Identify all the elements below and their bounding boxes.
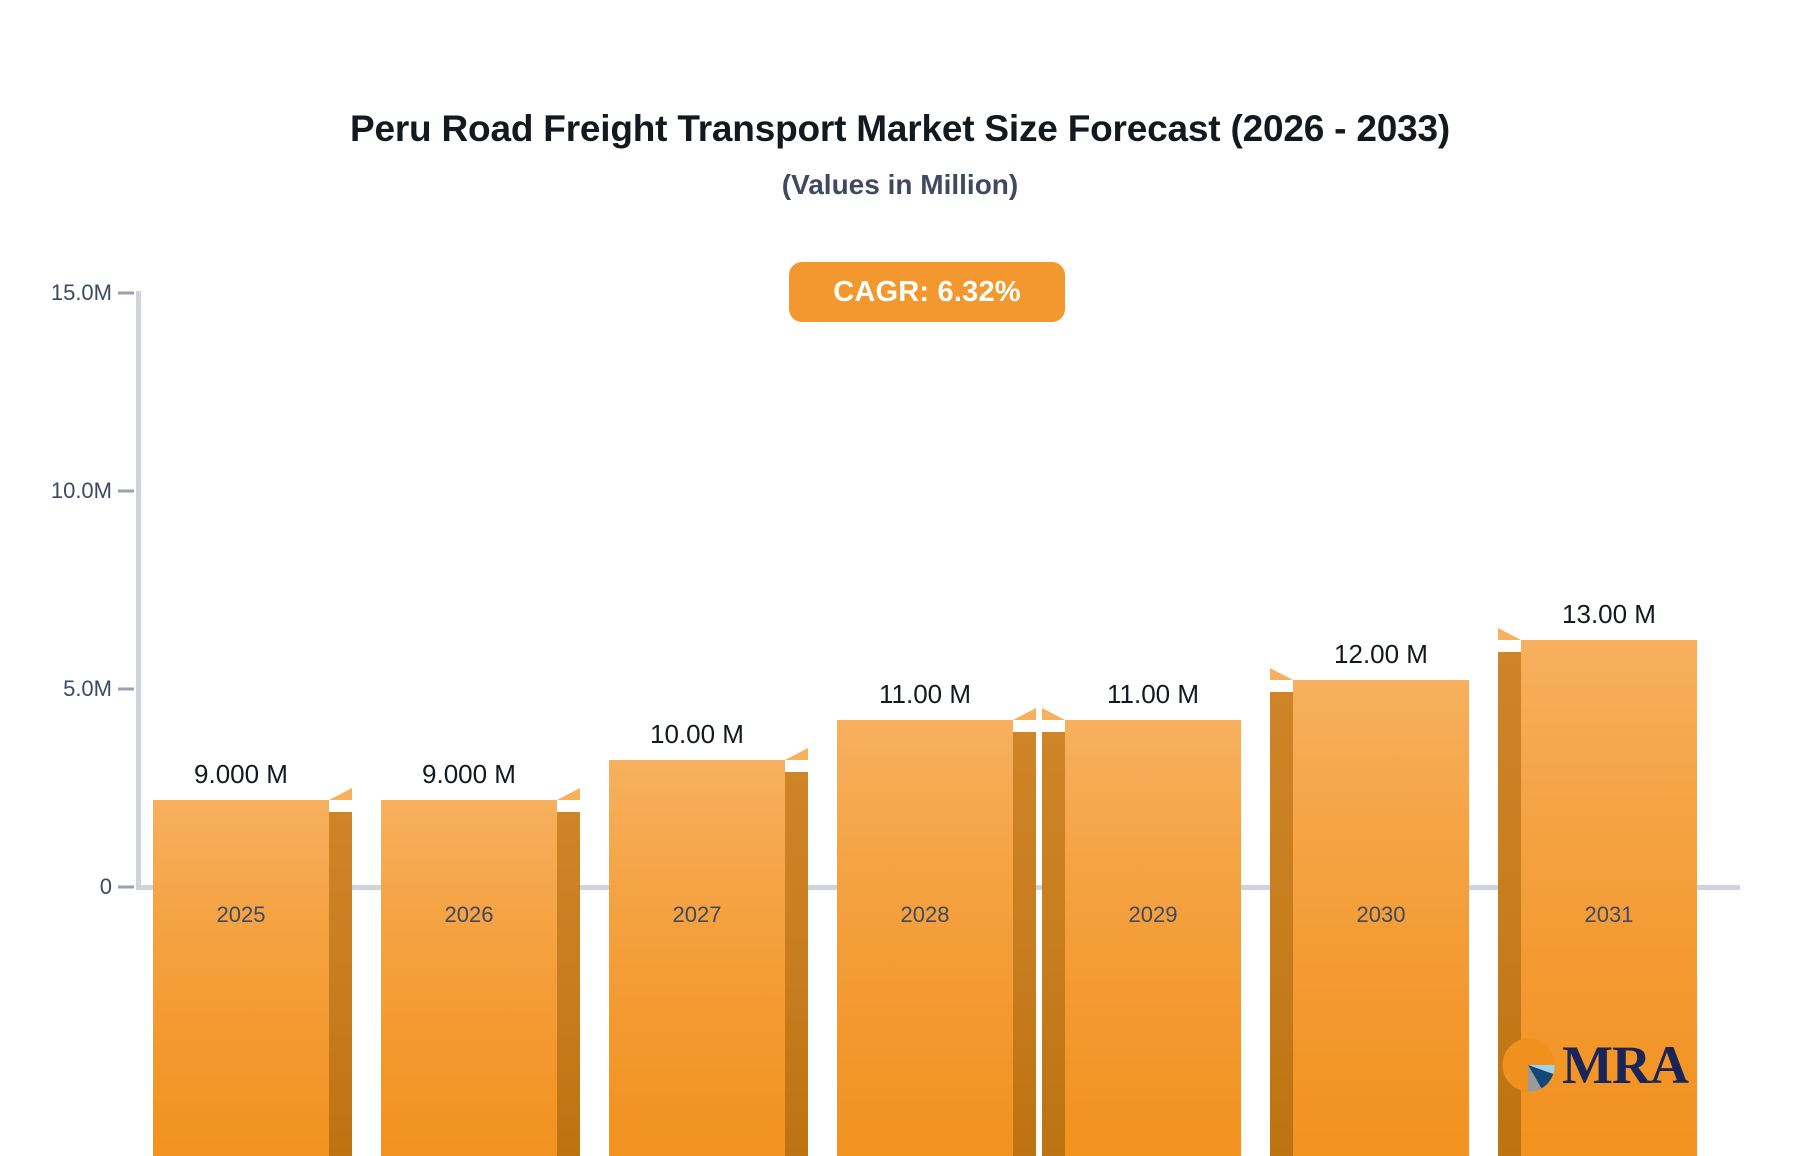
page-title: Peru Road Freight Transport Market Size … <box>349 108 1451 149</box>
bar-value-label: 13.00 M <box>1562 599 1656 629</box>
bar-front-face <box>1065 720 1241 1156</box>
y-tick-label: 0 <box>99 874 112 899</box>
y-tick-label: 5.0M <box>63 676 112 701</box>
y-tick-mark <box>118 687 134 691</box>
bar-top-face <box>1270 668 1293 680</box>
bar-front-face <box>153 800 329 1156</box>
bar-2029[interactable]: 11.00 M <box>1042 270 1241 1156</box>
bar-side-face <box>1270 692 1293 1156</box>
bar-top-face <box>329 788 352 800</box>
title-block: Peru Road Freight Transport Market Size … <box>0 108 1800 201</box>
bar-front-face <box>1293 680 1469 1156</box>
bar-side-face <box>557 812 580 1156</box>
bar-top-face <box>1013 708 1036 720</box>
pie-chart-logo-icon <box>1502 1038 1555 1092</box>
bar-value-label: 10.00 M <box>650 719 744 749</box>
bar-side-face <box>785 772 808 1156</box>
bar-value-label: 11.00 M <box>878 679 972 709</box>
bar-2028[interactable]: 11.00 M <box>837 270 1036 1156</box>
chart-subtitle: (Values in Million) <box>781 168 1019 200</box>
bar-value-label: 12.00 M <box>1334 639 1428 669</box>
bar-top-face <box>1042 708 1065 720</box>
x-tick-label-2025: 2025 <box>216 902 266 927</box>
bar-top-face <box>557 788 580 800</box>
bar-front-face <box>837 720 1013 1156</box>
bar-side-face <box>1042 732 1065 1156</box>
x-tick-label-2031: 2031 <box>1584 902 1634 927</box>
bar-2030[interactable]: 12.00 M <box>1270 270 1469 1156</box>
bar-top-face <box>785 748 808 760</box>
y-axis-line <box>136 291 141 889</box>
cagr-badge-label: CAGR: 6.32% <box>833 275 1021 308</box>
mra-logo: MRA <box>1500 1032 1700 1098</box>
x-tick-label-2029: 2029 <box>1128 902 1178 927</box>
bar-side-face <box>1013 732 1036 1156</box>
bar-side-face <box>1498 652 1521 1156</box>
bar-2025[interactable]: 9.000 M <box>153 270 352 1156</box>
bar-front-face <box>609 760 785 1156</box>
bar-top-face <box>1498 628 1521 640</box>
x-tick-label-2026: 2026 <box>444 902 494 927</box>
x-tick-label-2028: 2028 <box>900 902 950 927</box>
y-tick-mark <box>118 291 134 295</box>
y-tick-mark <box>118 885 134 889</box>
y-tick-mark <box>118 489 134 493</box>
bar-2031[interactable]: 13.00 M <box>1498 270 1697 1156</box>
bar-2026[interactable]: 9.000 M <box>381 270 580 1156</box>
bar-side-face <box>329 812 352 1156</box>
cagr-badge: CAGR: 6.32% <box>789 262 1065 322</box>
bar-value-label: 9.000 M <box>194 759 288 789</box>
x-tick-label-2027: 2027 <box>672 902 722 927</box>
y-tick-label: 15.0M <box>50 280 112 305</box>
x-tick-label-2030: 2030 <box>1356 902 1406 927</box>
bar-value-label: 9.000 M <box>422 759 516 789</box>
bar-value-label: 11.00 M <box>1106 679 1200 709</box>
logo-wordmark: MRA <box>1562 1035 1689 1095</box>
bar-2027[interactable]: 10.00 M <box>609 270 808 1156</box>
y-tick-label: 10.0M <box>50 478 112 503</box>
bar-front-face <box>381 800 557 1156</box>
